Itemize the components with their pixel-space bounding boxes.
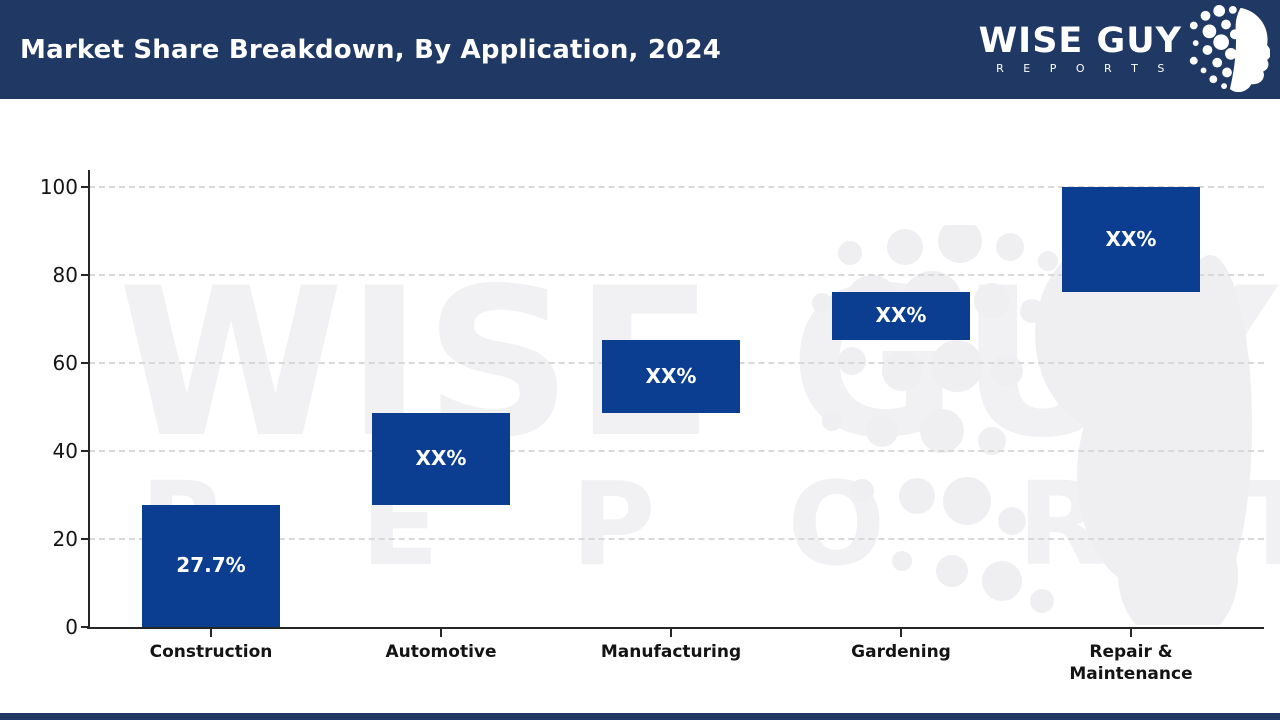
- y-tick-mark: [81, 362, 88, 364]
- y-tick-mark: [81, 274, 88, 276]
- x-tick-label: Construction: [149, 642, 273, 662]
- brand-logo-text: WISE GUY R E P O R T S: [978, 21, 1182, 76]
- x-tick-mark: [1130, 629, 1132, 637]
- bar-value-label: XX%: [415, 446, 467, 471]
- bar-value-label: 27.7%: [176, 553, 246, 578]
- bar-value-label: XX%: [645, 363, 697, 388]
- y-tick-mark: [81, 186, 88, 188]
- x-tick-label: Repair & Maintenance: [1069, 642, 1193, 684]
- y-tick-label: 40: [52, 439, 78, 463]
- page-title: Market Share Breakdown, By Application, …: [20, 34, 722, 65]
- brand-name: WISE GUY: [978, 21, 1182, 61]
- x-tick-label: Automotive: [385, 642, 497, 662]
- gridline: [89, 274, 1264, 276]
- y-tick-label: 20: [52, 527, 78, 551]
- x-tick-label: Manufacturing: [600, 642, 742, 662]
- header: Market Share Breakdown, By Application, …: [0, 0, 1280, 99]
- footer-bar: [0, 713, 1280, 720]
- y-tick-label: 60: [52, 351, 78, 375]
- x-tick-label: Gardening: [851, 642, 951, 662]
- brand-subtitle: R E P O R T S: [996, 62, 1173, 75]
- y-tick-mark: [81, 538, 88, 540]
- gridline: [89, 186, 1264, 188]
- bar: [142, 505, 280, 627]
- y-tick-label: 100: [39, 175, 78, 199]
- bar-value-label: XX%: [1105, 226, 1157, 251]
- bar-value-label: XX%: [875, 303, 927, 328]
- y-tick-mark: [81, 626, 88, 628]
- y-axis: [88, 170, 90, 629]
- y-tick-mark: [81, 450, 88, 452]
- brand-face-icon: [1184, 4, 1271, 96]
- brand-logo: WISE GUY R E P O R T S: [978, 4, 1271, 96]
- gridline: [89, 450, 1264, 452]
- y-tick-label: 0: [65, 615, 78, 639]
- bar: [372, 413, 510, 506]
- x-axis: [87, 627, 1264, 629]
- x-tick-mark: [670, 629, 672, 637]
- x-tick-mark: [900, 629, 902, 637]
- x-tick-mark: [210, 629, 212, 637]
- bar: [1062, 187, 1200, 293]
- bar: [832, 292, 970, 341]
- gridline: [89, 538, 1264, 540]
- x-tick-mark: [440, 629, 442, 637]
- y-tick-label: 80: [52, 263, 78, 287]
- bar: [602, 340, 740, 414]
